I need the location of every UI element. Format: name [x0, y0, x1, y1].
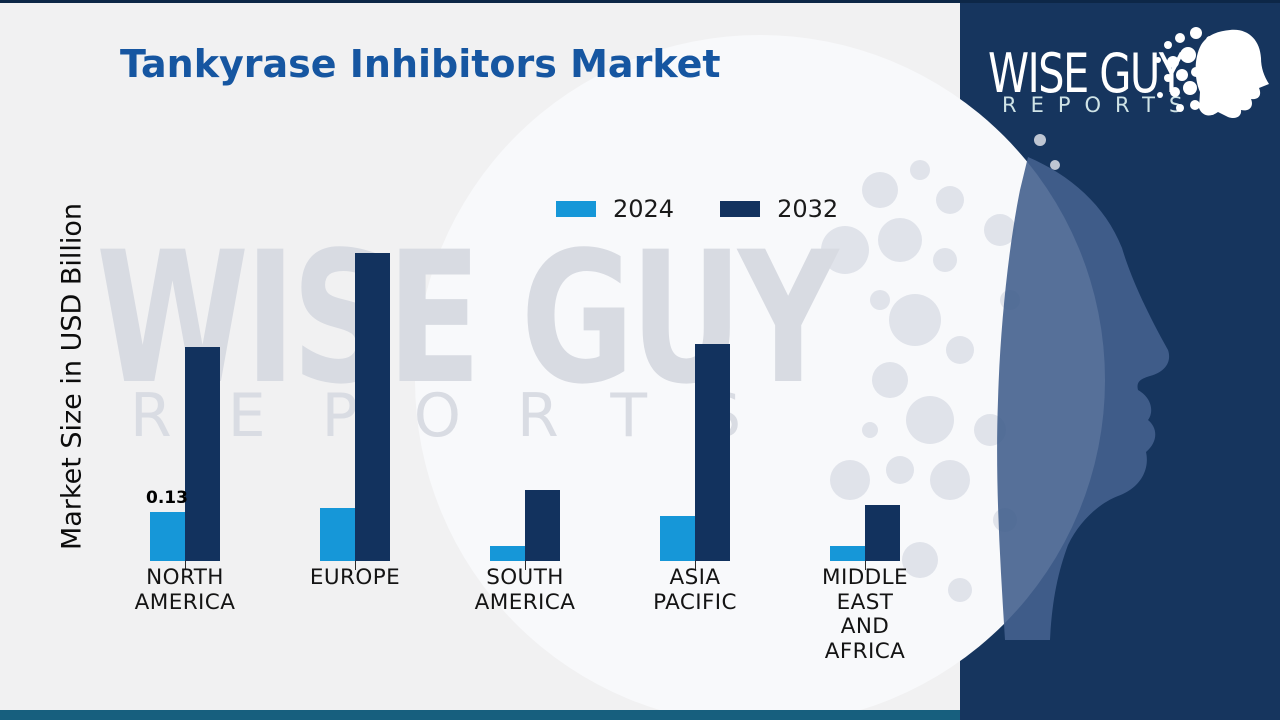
bar-2024-middle-east-and-africa [830, 546, 865, 561]
face-silhouette [997, 157, 1170, 640]
x-axis-tick-asia-pacific [695, 561, 696, 570]
category-label-asia-pacific: ASIA PACIFIC [653, 565, 737, 615]
category-label-south-america: SOUTH AMERICA [474, 565, 576, 615]
legend-swatch-2024 [556, 201, 596, 217]
x-axis-tick-north-america [185, 561, 186, 570]
legend-item-2024: 2024 [556, 195, 674, 223]
category-label-europe: EUROPE [309, 565, 401, 590]
bar-2032-europe [355, 253, 390, 561]
legend-label-2032: 2032 [777, 195, 839, 223]
legend: 2024 2032 [556, 195, 884, 223]
watermark-subtitle: REPORTS [130, 381, 798, 451]
brand-subtitle: REPORTS [1002, 93, 1196, 117]
bar-value-label: 0.13 [146, 488, 188, 508]
x-axis-tick-middle-east-and-africa [865, 561, 866, 570]
footer-bar [0, 710, 960, 720]
bar-2024-south-america [490, 546, 525, 561]
bar-2024-europe [320, 508, 355, 561]
top-border-strip [0, 0, 1280, 3]
y-axis-label: Market Size in USD Billion [56, 202, 88, 551]
brand-head-icon [1195, 29, 1269, 119]
legend-swatch-2032 [720, 201, 761, 217]
brand-head-dots [1155, 27, 1229, 115]
bar-2032-north-america [185, 347, 220, 561]
bar-2032-asia-pacific [695, 344, 730, 561]
brand-wordmark: WISE GUY [988, 43, 1184, 106]
legend-item-2032: 2032 [720, 195, 838, 223]
chart-title: Tankyrase Inhibitors Market [120, 42, 721, 86]
bar-2024-north-america [150, 512, 185, 561]
category-label-north-america: NORTH AMERICA [134, 565, 236, 615]
x-axis-tick-south-america [525, 561, 526, 570]
category-label-middle-east-and-africa: MIDDLE EAST AND AFRICA [822, 565, 908, 664]
x-axis-tick-europe [355, 561, 356, 570]
gray-dot-cloud [821, 134, 1060, 602]
bar-2032-south-america [525, 490, 560, 561]
bar-2032-middle-east-and-africa [865, 505, 900, 561]
legend-label-2024: 2024 [613, 195, 675, 223]
bar-2024-asia-pacific [660, 516, 695, 561]
